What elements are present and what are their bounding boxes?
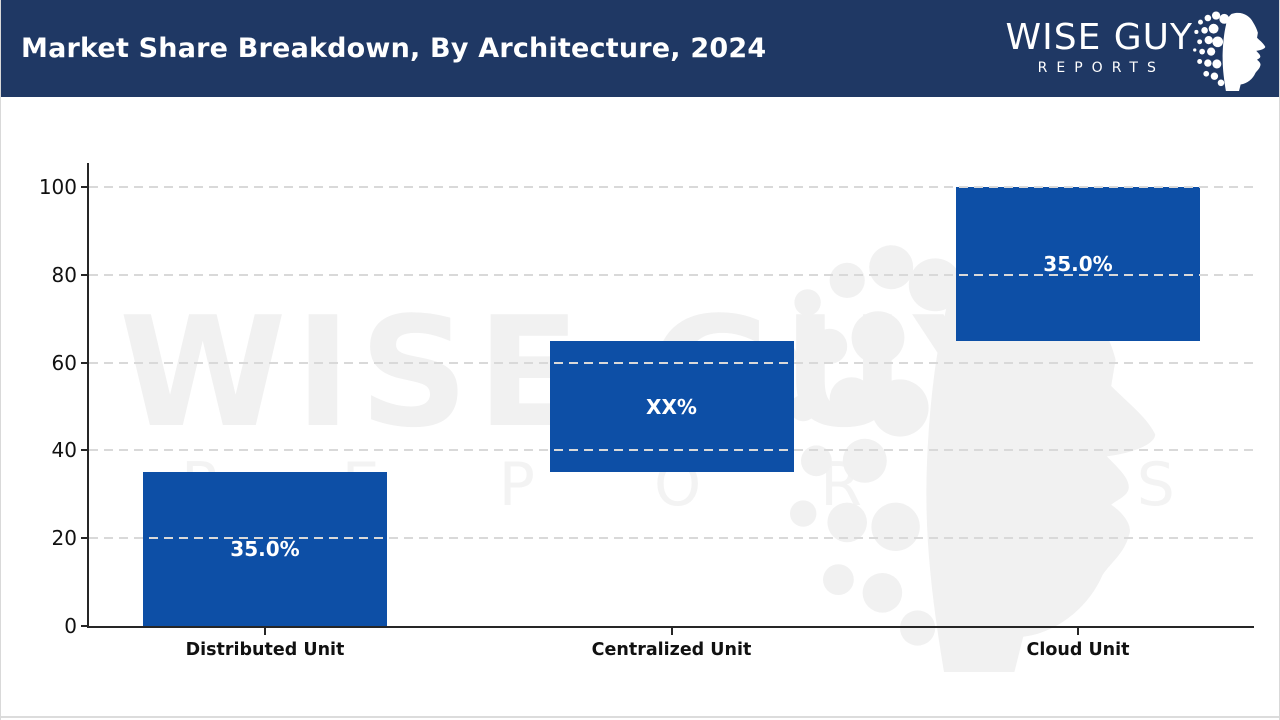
gridline-80 xyxy=(89,273,1254,276)
bar-distributed-unit xyxy=(143,472,387,626)
y-tick-label-20: 20 xyxy=(51,526,77,551)
head-profile-icon xyxy=(1193,11,1266,91)
y-tick-label-60: 60 xyxy=(51,350,77,375)
y-tick-label-40: 40 xyxy=(51,438,77,463)
bar-value-label: 35.0% xyxy=(230,537,300,562)
gridline-40 xyxy=(89,449,1254,452)
footer-divider xyxy=(1,716,1279,718)
bar-value-label: XX% xyxy=(646,394,697,419)
x-tick-label-1: Centralized Unit xyxy=(591,640,752,660)
x-tick-label-2: Cloud Unit xyxy=(1026,640,1130,660)
y-tick-label-80: 80 xyxy=(51,262,77,287)
x-tick-label-0: Distributed Unit xyxy=(185,640,345,660)
gridline-20 xyxy=(89,537,1254,540)
y-tick-label-0: 0 xyxy=(64,614,77,638)
wise-guy-reports-logo: WISE GUY REPORTS xyxy=(1006,4,1271,94)
y-tick-20 xyxy=(81,537,89,540)
y-tick-label-100: 100 xyxy=(38,175,77,199)
watermark-head-profile-icon xyxy=(768,245,1156,673)
y-tick-60 xyxy=(81,361,89,364)
gridline-100 xyxy=(89,186,1254,188)
x-tick-1 xyxy=(670,628,673,635)
gridline-60 xyxy=(89,361,1254,364)
y-axis-line xyxy=(87,163,89,628)
header-bar: Market Share Breakdown, By Architecture,… xyxy=(1,0,1279,97)
bar-value-label: 35.0% xyxy=(1043,251,1113,276)
y-tick-0 xyxy=(81,625,89,627)
bar-cloud-unit xyxy=(956,187,1200,341)
logo-subtext: REPORTS xyxy=(1037,60,1165,76)
logo-text: WISE GUY REPORTS xyxy=(1005,17,1194,77)
y-tick-100 xyxy=(81,186,89,188)
y-tick-80 xyxy=(81,273,89,276)
x-axis-line xyxy=(87,626,1254,628)
x-tick-2 xyxy=(1077,628,1079,635)
chart-area: WISE GUY R E P O R T S 0 20 40 60 80 100 35.0%… xyxy=(1,97,1279,717)
logo-wordmark: WISE GUY xyxy=(1005,17,1193,58)
x-tick-0 xyxy=(264,628,266,635)
y-tick-40 xyxy=(81,449,89,452)
page-title: Market Share Breakdown, By Architecture,… xyxy=(21,33,767,64)
